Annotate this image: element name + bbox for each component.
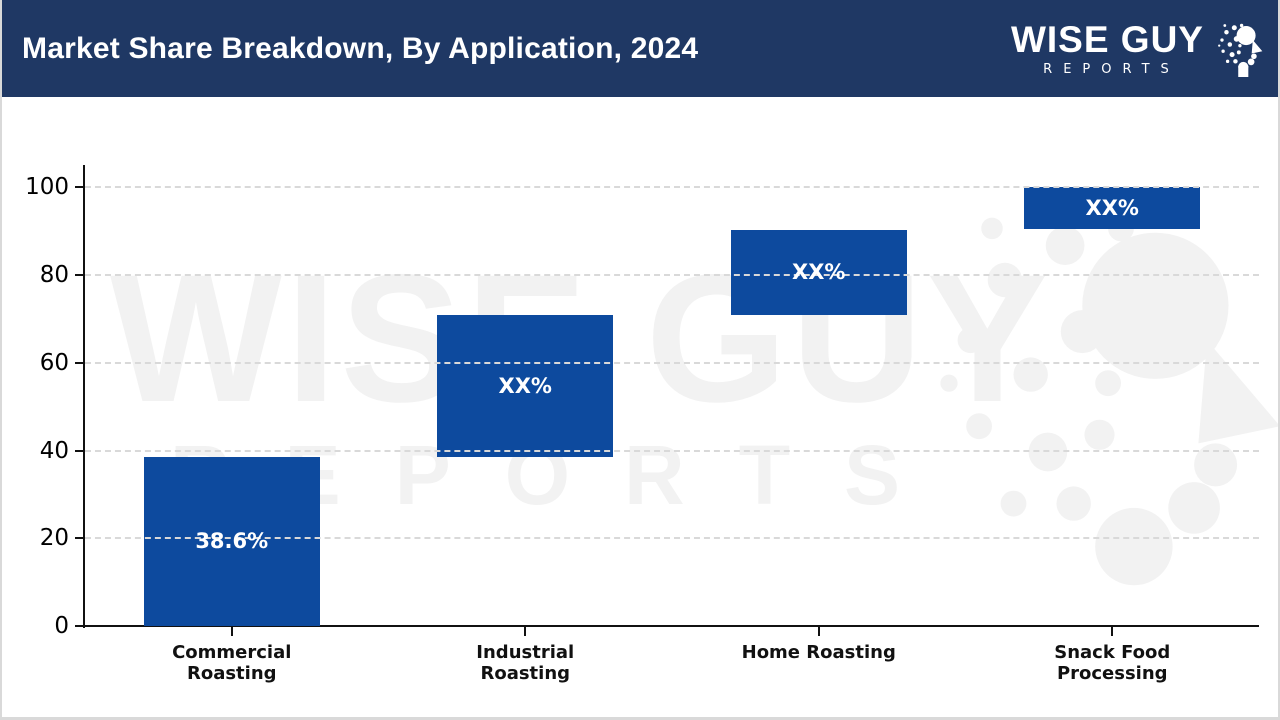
y-tick-80 xyxy=(75,274,83,277)
bar-value-label: XX% xyxy=(1085,196,1139,221)
y-tick-label-80: 80 xyxy=(39,262,69,289)
category-label-snack-food-processing: Snack Food Processing xyxy=(965,642,1259,684)
gridline-60 xyxy=(85,361,1259,364)
x-tick-2 xyxy=(524,627,527,636)
y-tick-60 xyxy=(75,361,83,364)
bar-value-label: 38.6% xyxy=(195,529,269,554)
x-tick-4 xyxy=(1111,627,1114,636)
bar-commercial-roasting xyxy=(143,456,320,626)
y-tick-label-60: 60 xyxy=(39,349,69,376)
category-label-line: Processing xyxy=(1056,663,1168,684)
page-title: Market Share Breakdown, By Application, … xyxy=(22,31,699,65)
gridline-80 xyxy=(85,274,1259,277)
category-label-industrial-roasting: Industrial Roasting xyxy=(378,642,672,684)
category-label-home-roasting: Home Roasting xyxy=(672,642,966,663)
category-label-line: Snack Food xyxy=(1054,642,1171,663)
y-tick-40 xyxy=(75,449,83,452)
bar-home-roasting xyxy=(730,229,907,315)
y-tick-label-40: 40 xyxy=(39,437,69,464)
wise-guy-reports-logo: WISE GUY REPORTS xyxy=(1011,9,1264,89)
logo-wordmark: WISE GUY REPORTS xyxy=(1011,21,1204,77)
logo-line1: WISE GUY xyxy=(1010,18,1204,60)
category-label-commercial-roasting: Commercial Roasting xyxy=(85,642,379,684)
y-axis-line xyxy=(83,165,85,628)
y-tick-label-100: 100 xyxy=(25,174,69,201)
category-label-line: Roasting xyxy=(186,663,277,684)
x-tick-3 xyxy=(817,627,820,636)
plot-area: 38.6% XX% XX% XX% 0 20 40 60 80 100 Commercial Roas… xyxy=(25,165,1259,684)
header-banner: Market Share Breakdown, By Application, … xyxy=(2,0,1278,97)
bar-industrial-roasting xyxy=(437,314,614,457)
x-axis-line xyxy=(83,625,1259,627)
logo-line2: REPORTS xyxy=(1043,61,1180,77)
head-silhouette-icon xyxy=(1208,9,1264,89)
category-label-line: Roasting xyxy=(480,663,571,684)
gridline-20 xyxy=(85,537,1259,540)
bar-value-label: XX% xyxy=(498,373,552,398)
category-label-line: Industrial xyxy=(476,642,575,663)
x-tick-1 xyxy=(230,627,233,636)
bar-value-label: XX% xyxy=(792,260,846,285)
y-tick-label-20: 20 xyxy=(39,525,69,552)
bar-snack-food-processing xyxy=(1024,187,1201,230)
gridline-40 xyxy=(85,449,1259,452)
y-tick-100 xyxy=(75,186,83,189)
y-tick-20 xyxy=(75,537,83,540)
y-tick-0 xyxy=(75,625,83,627)
gridline-100 xyxy=(85,186,1259,189)
y-tick-label-0: 0 xyxy=(54,613,69,639)
category-label-line: Commercial xyxy=(172,642,292,663)
category-label-line: Home Roasting xyxy=(741,642,896,663)
